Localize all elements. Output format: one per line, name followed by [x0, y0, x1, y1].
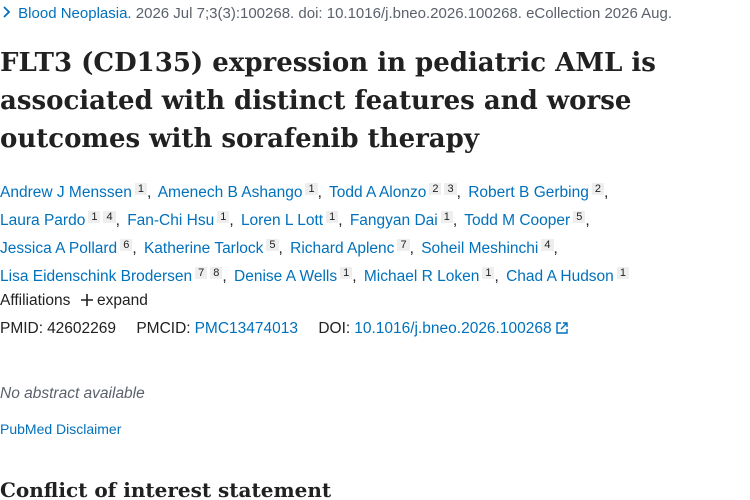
author-link[interactable]: Amenech B Ashango — [157, 184, 303, 201]
author: Richard Aplenc 7 — [290, 239, 414, 257]
author-link[interactable]: Loren L Lott — [240, 212, 324, 229]
citation: Blood Neoplasia. 2026 Jul 7;3(3):100268.… — [0, 5, 672, 22]
citation-details: 2026 Jul 7;3(3):100268. doi: 10.1016/j.b… — [135, 5, 673, 22]
affiliation-number[interactable]: 5 — [266, 239, 279, 251]
author: Fangyan Dai 1 — [349, 211, 457, 229]
author: Soheil Meshinchi 4 — [421, 239, 558, 257]
author-link[interactable]: Lisa Eidenschink Brodersen — [0, 268, 193, 285]
chevron-icon — [3, 6, 11, 18]
affiliation-number[interactable]: 1 — [440, 211, 453, 223]
affiliation-number[interactable]: 1 — [88, 211, 101, 223]
author: Fan-Chi Hsu 1 — [127, 211, 234, 229]
author: Denise A Wells 1 — [234, 267, 357, 285]
author-link[interactable]: Denise A Wells — [234, 268, 338, 285]
affiliation-number[interactable]: 1 — [616, 267, 629, 279]
affiliations-label: Affiliations — [0, 292, 71, 309]
author-link[interactable]: Jessica A Pollard — [0, 240, 118, 257]
author-link[interactable]: Chad A Hudson — [506, 268, 614, 285]
disclaimer-link[interactable]: PubMed Disclaimer — [0, 421, 122, 437]
affiliation-number[interactable]: 1 — [217, 211, 230, 223]
author: Todd A Alonzo 2 3 — [328, 183, 461, 201]
affiliation-number[interactable]: 7 — [195, 267, 208, 279]
affiliation-number[interactable]: 4 — [103, 211, 116, 223]
affiliation-number[interactable]: 4 — [541, 239, 554, 251]
affiliation-number[interactable]: 2 — [591, 183, 604, 195]
author: Andrew J Menssen 1 — [0, 183, 151, 201]
affiliation-number[interactable]: 1 — [134, 183, 147, 195]
pmcid-link[interactable]: PMC13474013 — [194, 320, 299, 337]
expand-label[interactable]: expand — [97, 292, 148, 309]
author: Amenech B Ashango 1 — [157, 183, 322, 201]
affiliation-number[interactable]: 6 — [120, 239, 133, 251]
plus-icon — [80, 294, 93, 306]
section-heading: Conflict of interest statement — [0, 478, 332, 500]
pmid-label: PMID: — [0, 320, 44, 337]
affiliation-number[interactable]: 1 — [482, 267, 495, 279]
affiliation-number[interactable]: 1 — [326, 211, 339, 223]
author-link[interactable]: Robert B Gerbing — [468, 184, 589, 201]
affiliation-number[interactable]: 5 — [573, 211, 586, 223]
author-link[interactable]: Laura Pardo — [0, 212, 86, 229]
pmcid-label: PMCID: — [136, 320, 191, 337]
author-link[interactable]: Todd M Cooper — [464, 212, 571, 229]
external-link-icon — [556, 322, 568, 334]
identifiers: PMID: 42602269 PMCID: PMC13474013 DOI: 10.1… — [0, 320, 568, 338]
author-link[interactable]: Michael R Loken — [363, 268, 480, 285]
author: Michael R Loken 1 — [363, 267, 499, 285]
author-link[interactable]: Richard Aplenc — [290, 240, 395, 257]
author-link[interactable]: Fangyan Dai — [349, 212, 438, 229]
journal-link[interactable]: Blood Neoplasia. — [18, 5, 132, 22]
affiliations: Affiliations expand — [0, 292, 148, 310]
author-link[interactable]: Soheil Meshinchi — [421, 240, 539, 257]
affiliation-number[interactable]: 1 — [305, 183, 318, 195]
affiliation-number[interactable]: 3 — [444, 183, 457, 195]
author: Chad A Hudson 1 — [506, 267, 629, 285]
author: Laura Pardo 1 4 — [0, 211, 120, 229]
no-abstract: No abstract available — [0, 385, 145, 402]
article-title: FLT3 (CD135) expression in pediatric AML… — [0, 48, 656, 154]
author-link[interactable]: Katherine Tarlock — [143, 240, 264, 257]
author: Robert B Gerbing 2 — [468, 183, 608, 201]
author: Katherine Tarlock 5 — [143, 239, 283, 257]
author-link[interactable]: Fan-Chi Hsu — [127, 212, 215, 229]
author-link[interactable]: Andrew J Menssen — [0, 184, 132, 201]
author-link[interactable]: Todd A Alonzo — [328, 184, 427, 201]
author: Loren L Lott 1 — [240, 211, 343, 229]
affiliation-number[interactable]: 1 — [340, 267, 353, 279]
author: Todd M Cooper 5 — [464, 211, 590, 229]
author: Jessica A Pollard 6 — [0, 239, 137, 257]
affiliation-number[interactable]: 2 — [429, 183, 442, 195]
pmid: 42602269 — [47, 320, 117, 337]
affiliation-number[interactable]: 7 — [397, 239, 410, 251]
expand-toggle[interactable]: expand — [80, 292, 148, 309]
doi-label: DOI: — [318, 320, 351, 337]
affiliation-number[interactable]: 8 — [210, 267, 223, 279]
doi-link[interactable]: 10.1016/j.bneo.2026.100268 — [354, 320, 552, 337]
author: Lisa Eidenschink Brodersen 7 8 — [0, 267, 227, 285]
